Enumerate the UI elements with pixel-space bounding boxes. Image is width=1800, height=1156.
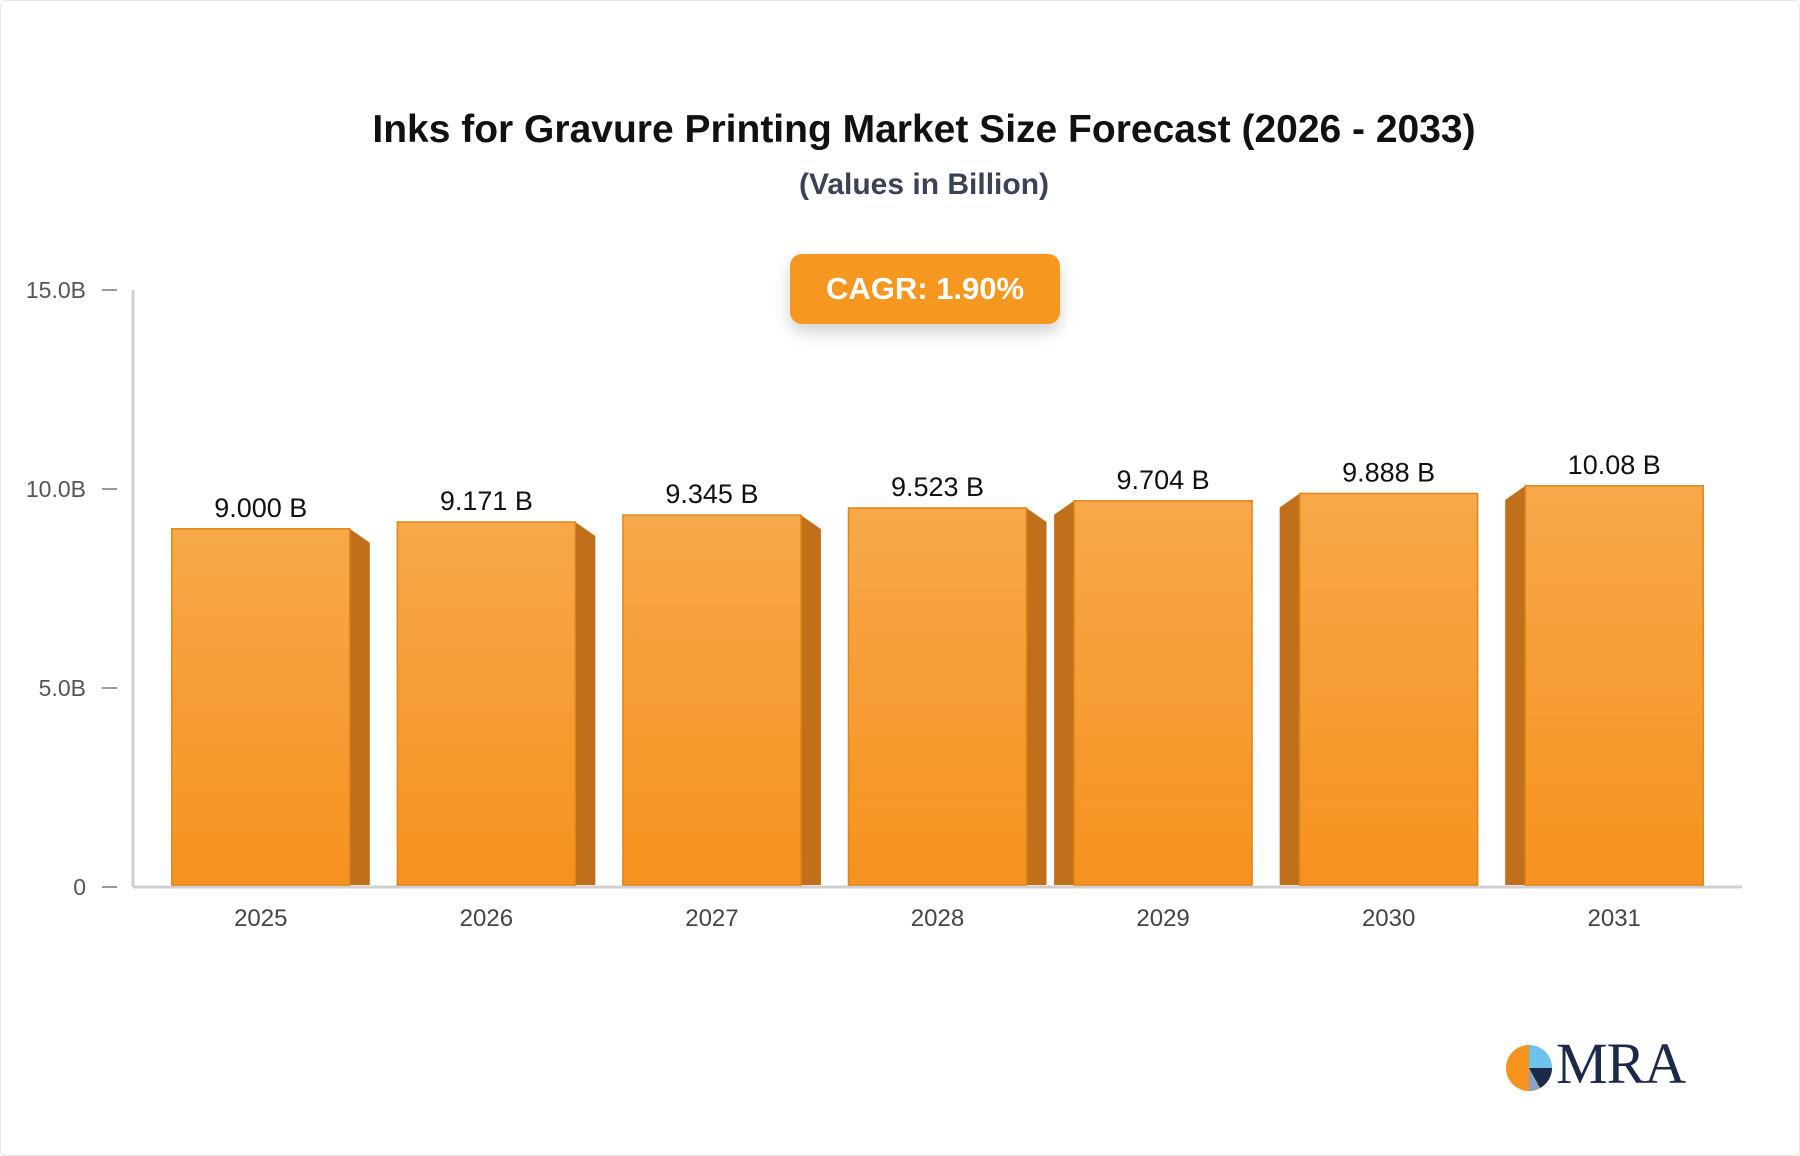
data-label-2029: 9.704 B	[1117, 465, 1210, 495]
x-tick-label-2031: 2031	[1588, 905, 1641, 932]
bar-side-2027	[800, 515, 821, 885]
bar-side-2029	[1054, 500, 1075, 885]
data-label-2025: 9.000 B	[214, 493, 307, 523]
bar-2028	[847, 507, 1028, 886]
x-tick-label-2029: 2029	[1136, 905, 1189, 932]
bar-side-2028	[1026, 507, 1047, 885]
logo-text: MRA	[1556, 1031, 1686, 1096]
chart-title: Inks for Gravure Printing Market Size Fo…	[372, 108, 1476, 151]
x-tick-label-2030: 2030	[1362, 905, 1415, 932]
y-tick-label: 5.0B	[39, 675, 86, 701]
y-tick-label: 0	[73, 874, 86, 900]
bar-side-2025	[349, 528, 370, 885]
bar-2026	[396, 521, 577, 886]
mra-logo: MRA	[1504, 1034, 1694, 1094]
bar-2025	[171, 528, 351, 886]
bar-side-2030	[1279, 493, 1300, 885]
y-tick-label: 10.0B	[26, 476, 86, 502]
bar-2031	[1524, 485, 1704, 886]
x-tick-label-2026: 2026	[460, 905, 513, 932]
y-tick-label: 15.0B	[26, 277, 86, 303]
logo-pie-icon	[1506, 1045, 1552, 1091]
cagr-badge: CAGR: 1.90%	[790, 254, 1060, 324]
data-label-2028: 9.523 B	[891, 472, 984, 502]
data-label-2031: 10.08 B	[1568, 450, 1661, 480]
chart-subtitle: (Values in Billion)	[798, 168, 1050, 201]
x-tick-label-2027: 2027	[685, 905, 738, 932]
x-tick-label-2028: 2028	[911, 905, 964, 932]
bar-2029	[1073, 500, 1253, 886]
data-label-2030: 9.888 B	[1342, 457, 1435, 487]
bar-2030	[1298, 492, 1479, 886]
x-tick-label-2025: 2025	[234, 905, 287, 932]
data-label-2027: 9.345 B	[665, 479, 758, 509]
bar-side-2026	[575, 521, 596, 885]
bar-2027	[622, 514, 802, 886]
bar-side-2031	[1505, 485, 1526, 885]
data-label-2026: 9.171 B	[440, 486, 533, 516]
